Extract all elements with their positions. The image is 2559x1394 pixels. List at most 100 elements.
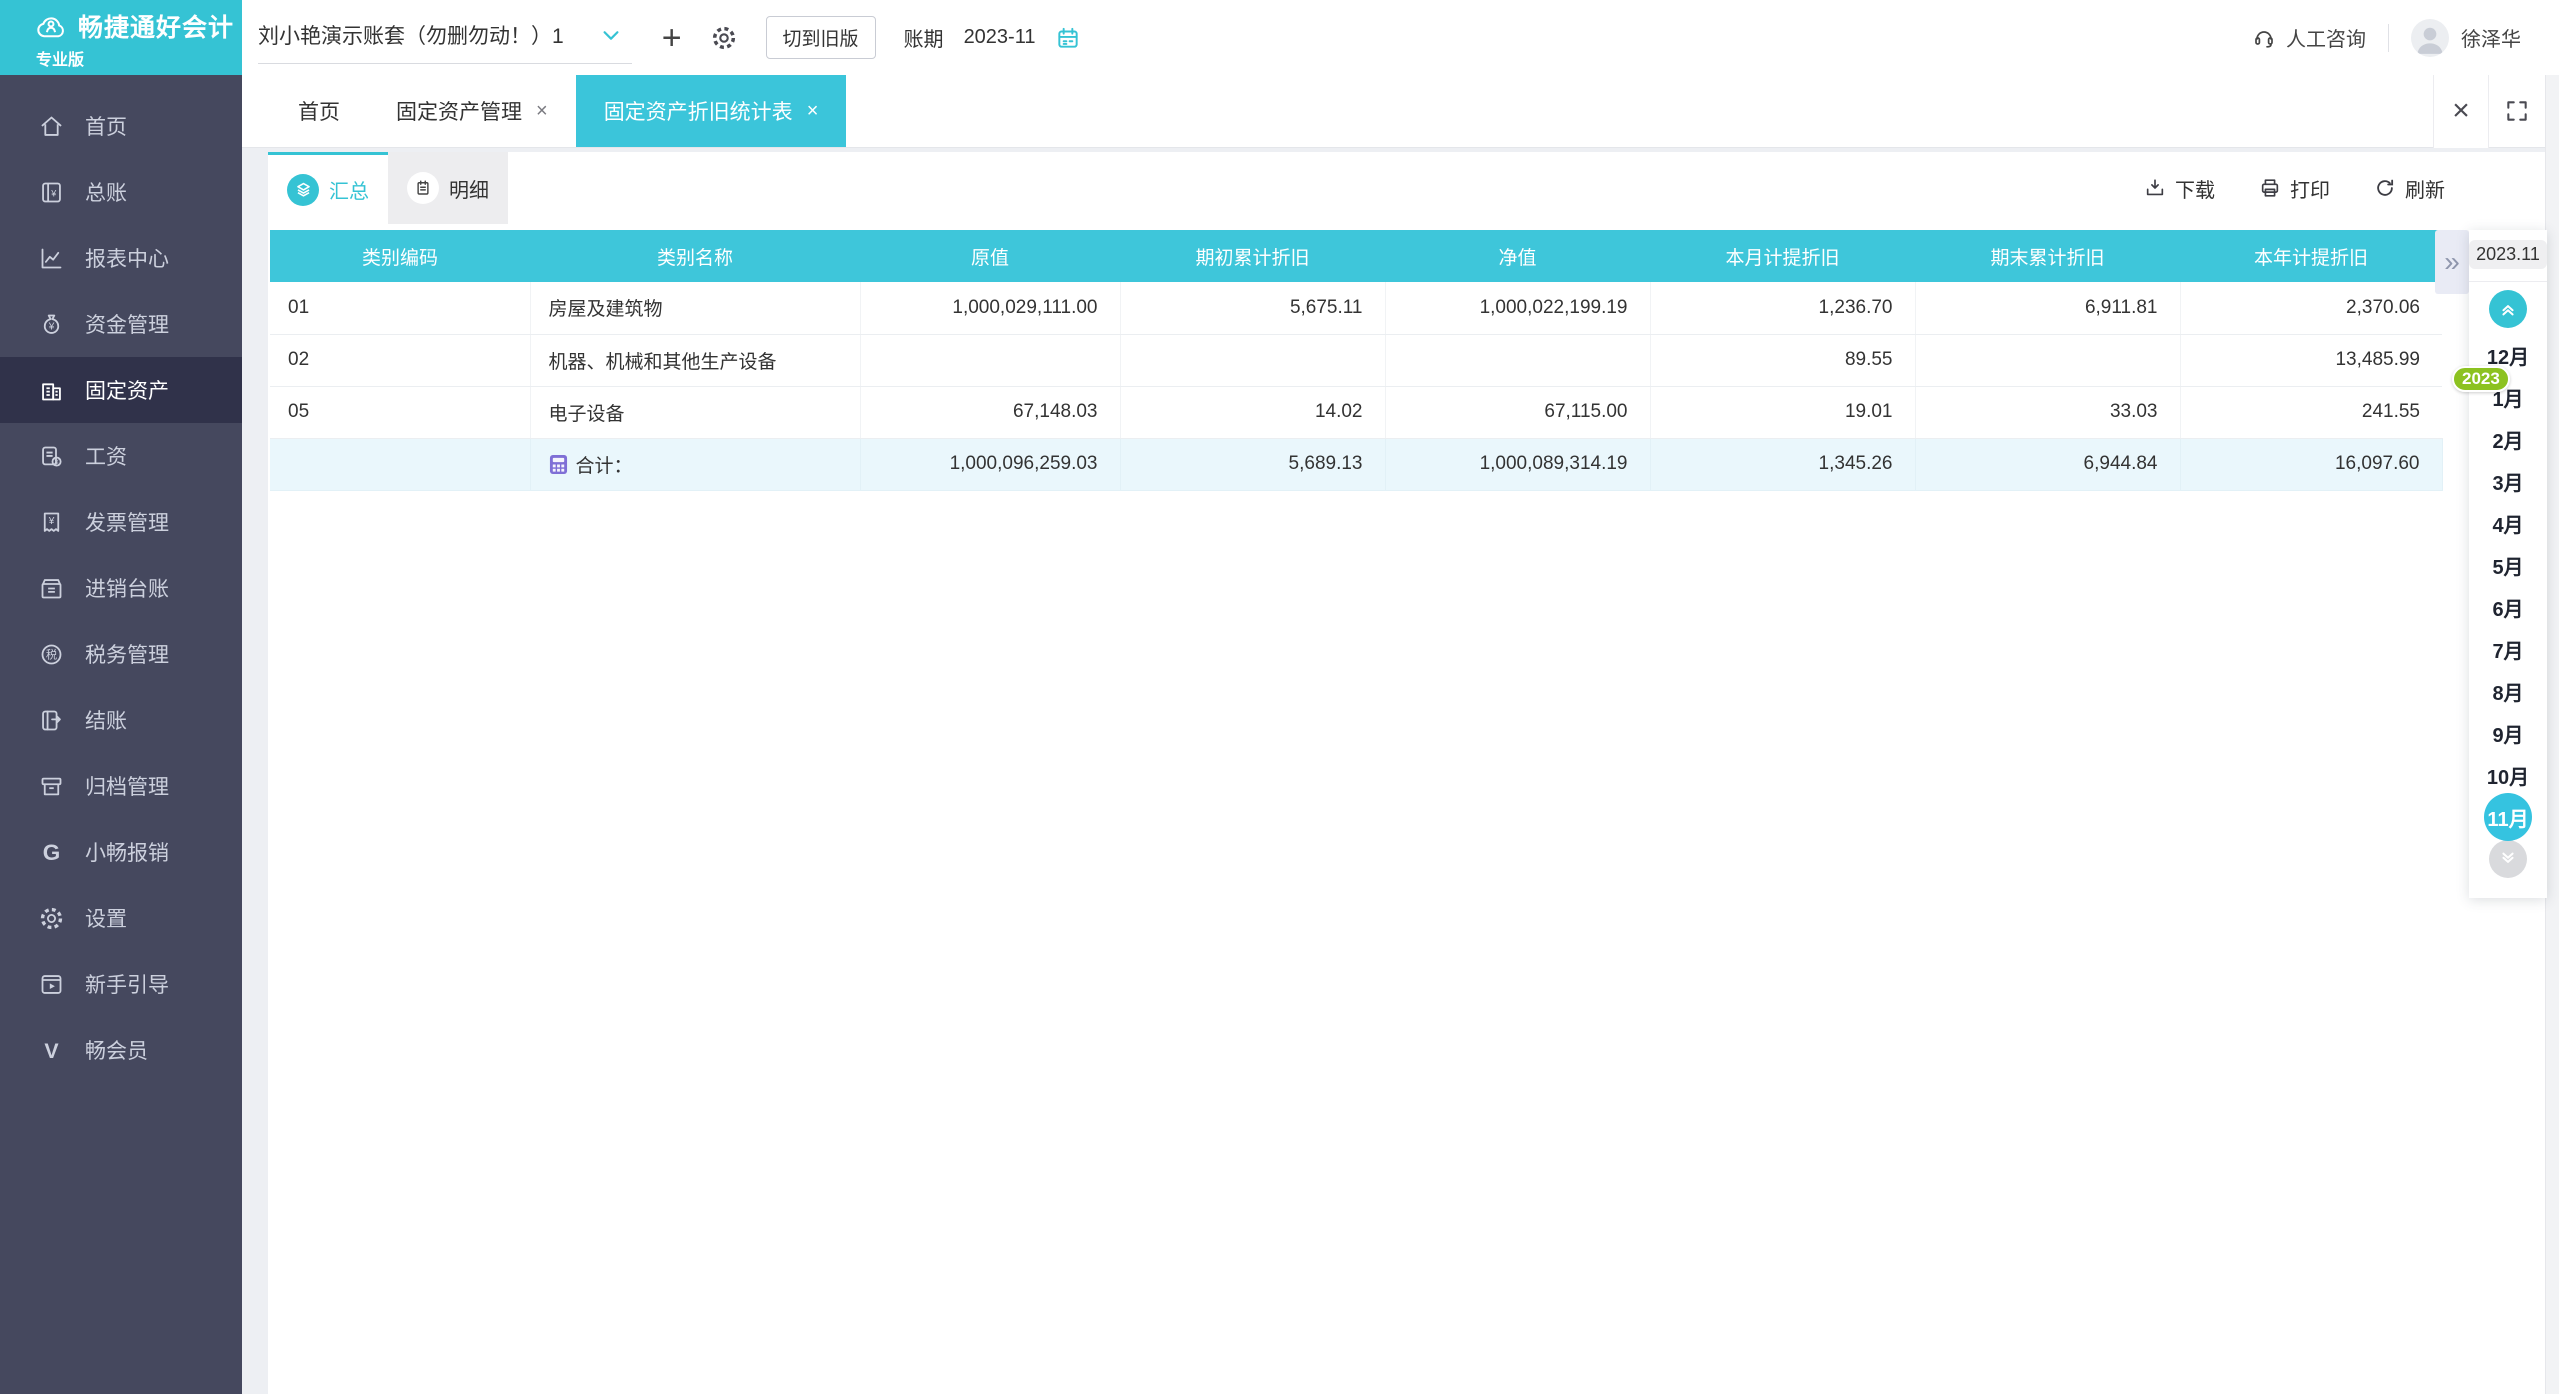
sidebar-item-label: 税务管理 [85, 644, 169, 667]
human-support-button[interactable]: 人工咨询 [2252, 23, 2366, 52]
tab-fixed-asset-management[interactable]: 固定资产管理 × [368, 75, 576, 147]
cell-category-name: 机器、机械和其他生产设备 [530, 334, 861, 387]
tab-depreciation-statistics[interactable]: 固定资产折旧统计表 × [575, 75, 847, 147]
month-item-jan[interactable]: 1月 [2492, 388, 2524, 411]
cell-net-value: 1,000,022,199.19 [1385, 282, 1651, 335]
download-button[interactable]: 下载 [2144, 174, 2215, 203]
column-header: 期末累计折旧 [1915, 230, 2180, 282]
view-tab-detail[interactable]: 明细 [388, 152, 508, 224]
view-tab-summary[interactable]: 汇总 [268, 152, 388, 224]
fullscreen-icon[interactable] [2489, 75, 2545, 148]
detail-list-icon [407, 172, 439, 204]
sidebar-item-payroll[interactable]: ¥ 工资 [0, 423, 242, 489]
app-logo: 畅捷通好会计 专业版 [0, 0, 242, 75]
month-item-jun[interactable]: 6月 [2492, 598, 2524, 621]
depreciation-table-wrap: 类别编码 类别名称 原值 期初累计折旧 净值 本月计提折旧 期末累计折旧 本年计… [270, 230, 2443, 491]
account-switcher[interactable]: 刘小艳演示账套（勿删勿动！）1 [258, 6, 632, 64]
close-all-tabs-button[interactable]: × [2433, 74, 2489, 148]
archive-icon [38, 773, 65, 800]
sidebar-item-label: 工资 [85, 446, 127, 469]
cell-original-value: 1,000,029,111.00 [860, 282, 1121, 335]
cloud-logo-icon [34, 11, 68, 41]
add-account-button[interactable]: + [661, 18, 682, 57]
cell-year-depreciation: 241.55 [2180, 386, 2442, 439]
cell-year-depreciation: 2,370.06 [2180, 282, 2442, 335]
month-item-nov-selected[interactable]: 11月 [2484, 793, 2532, 841]
main-area: 首页 固定资产管理 × 固定资产折旧统计表 × × [242, 74, 2559, 1394]
cell-opening-accum-depreciation [1120, 334, 1386, 387]
month-item-aug[interactable]: 8月 [2492, 682, 2524, 705]
month-item-sep[interactable]: 9月 [2492, 724, 2524, 747]
month-item-may[interactable]: 5月 [2492, 556, 2524, 579]
content-area: 汇总 明细 下载 [242, 150, 2559, 1394]
table-header-row: 类别编码 类别名称 原值 期初累计折旧 净值 本月计提折旧 期末累计折旧 本年计… [270, 230, 2442, 282]
cell-category-name: 房屋及建筑物 [530, 282, 861, 335]
tab-label: 首页 [298, 101, 340, 124]
close-icon[interactable]: × [806, 100, 819, 122]
sidebar-item-label: 结账 [85, 710, 127, 733]
cell-total-label: 合计： [530, 438, 861, 491]
sidebar-item-report-center[interactable]: 报表中心 [0, 225, 242, 291]
sidebar-item-beginner-guide[interactable]: 新手引导 [0, 951, 242, 1017]
sidebar-item-invoice-management[interactable]: ¥ 发票管理 [0, 489, 242, 555]
table-total-row: 合计： 1,000,096,259.03 5,689.13 1,000,089,… [270, 438, 2443, 491]
cell-total-year-depreciation: 16,097.60 [2180, 438, 2443, 491]
period-value[interactable]: 2023-11 [963, 26, 1036, 48]
sidebar-item-fund-management[interactable]: ¥ 资金管理 [0, 291, 242, 357]
refresh-button[interactable]: 刷新 [2374, 174, 2445, 203]
close-icon[interactable]: × [536, 100, 548, 122]
gear-icon[interactable] [710, 24, 738, 52]
closing-icon [38, 707, 65, 734]
print-button[interactable]: 打印 [2259, 174, 2330, 203]
month-item-oct[interactable]: 10月 [2486, 766, 2530, 789]
top-bar: 畅捷通好会计 专业版 刘小艳演示账套（勿删勿动！）1 + 切到旧版 账期 202… [0, 0, 2559, 75]
divider [2469, 281, 2547, 282]
cell-opening-accum-depreciation: 14.02 [1120, 386, 1386, 439]
sidebar-item-fixed-assets[interactable]: 固定资产 [0, 357, 242, 423]
sidebar-item-settings[interactable]: 设置 [0, 885, 242, 951]
action-label: 下载 [2175, 179, 2215, 202]
settings-gear-icon [38, 905, 65, 932]
cell-empty [270, 438, 531, 491]
month-panel-collapse-button[interactable]: » [2435, 230, 2469, 294]
sidebar-item-closing[interactable]: 结账 [0, 687, 242, 753]
tab-home[interactable]: 首页 [270, 75, 368, 147]
month-item-feb[interactable]: 2月 [2492, 430, 2524, 453]
cell-opening-accum-depreciation: 5,675.11 [1120, 282, 1386, 335]
table-row[interactable]: 02 机器、机械和其他生产设备 89.55 13,485.99 [270, 334, 2442, 387]
vertical-scrollbar[interactable] [2545, 75, 2559, 1394]
sidebar-item-label: 归档管理 [85, 776, 169, 799]
tab-bar: 首页 固定资产管理 × 固定资产折旧统计表 × × [242, 74, 2545, 148]
month-item-jul[interactable]: 7月 [2492, 640, 2524, 663]
chevron-down-icon [600, 24, 622, 46]
month-item-mar[interactable]: 3月 [2492, 472, 2524, 495]
print-icon [2259, 177, 2281, 199]
sidebar-item-trade-ledger[interactable]: 进销台账 [0, 555, 242, 621]
tax-icon: 税 [38, 641, 65, 668]
sidebar-item-general-ledger[interactable]: ¥ 总账 [0, 159, 242, 225]
scroll-months-down-button[interactable] [2489, 840, 2527, 878]
sidebar-item-membership[interactable]: V 畅会员 [0, 1017, 242, 1083]
period-label: 账期 [903, 29, 944, 51]
table-row[interactable]: 05 电子设备 67,148.03 14.02 67,115.00 19.01 … [270, 386, 2442, 439]
month-item-apr[interactable]: 4月 [2492, 514, 2524, 537]
current-period-badge[interactable]: 2023.11 [2469, 240, 2547, 269]
avatar [2411, 18, 2449, 57]
sidebar-item-archive-management[interactable]: 归档管理 [0, 753, 242, 819]
home-icon [38, 113, 65, 140]
column-header: 类别名称 [530, 230, 860, 282]
cell-net-value [1385, 334, 1651, 387]
sidebar-item-label: 总账 [85, 182, 127, 205]
user-menu[interactable]: 徐泽华 [2411, 18, 2521, 57]
action-label: 打印 [2290, 179, 2330, 202]
month-item-dec[interactable]: 12月 [2486, 346, 2530, 369]
column-header: 本月计提折旧 [1650, 230, 1915, 282]
switch-old-version-button[interactable]: 切到旧版 [765, 16, 876, 59]
sidebar-item-tax-management[interactable]: 税 税务管理 [0, 621, 242, 687]
calendar-icon[interactable] [1055, 25, 1081, 51]
sidebar-item-reimbursement[interactable]: G 小畅报销 [0, 819, 242, 885]
sidebar-item-home[interactable]: 首页 [0, 93, 242, 159]
column-header: 净值 [1385, 230, 1650, 282]
scroll-months-up-button[interactable] [2489, 290, 2527, 328]
table-row[interactable]: 01 房屋及建筑物 1,000,029,111.00 5,675.11 1,00… [270, 282, 2442, 335]
